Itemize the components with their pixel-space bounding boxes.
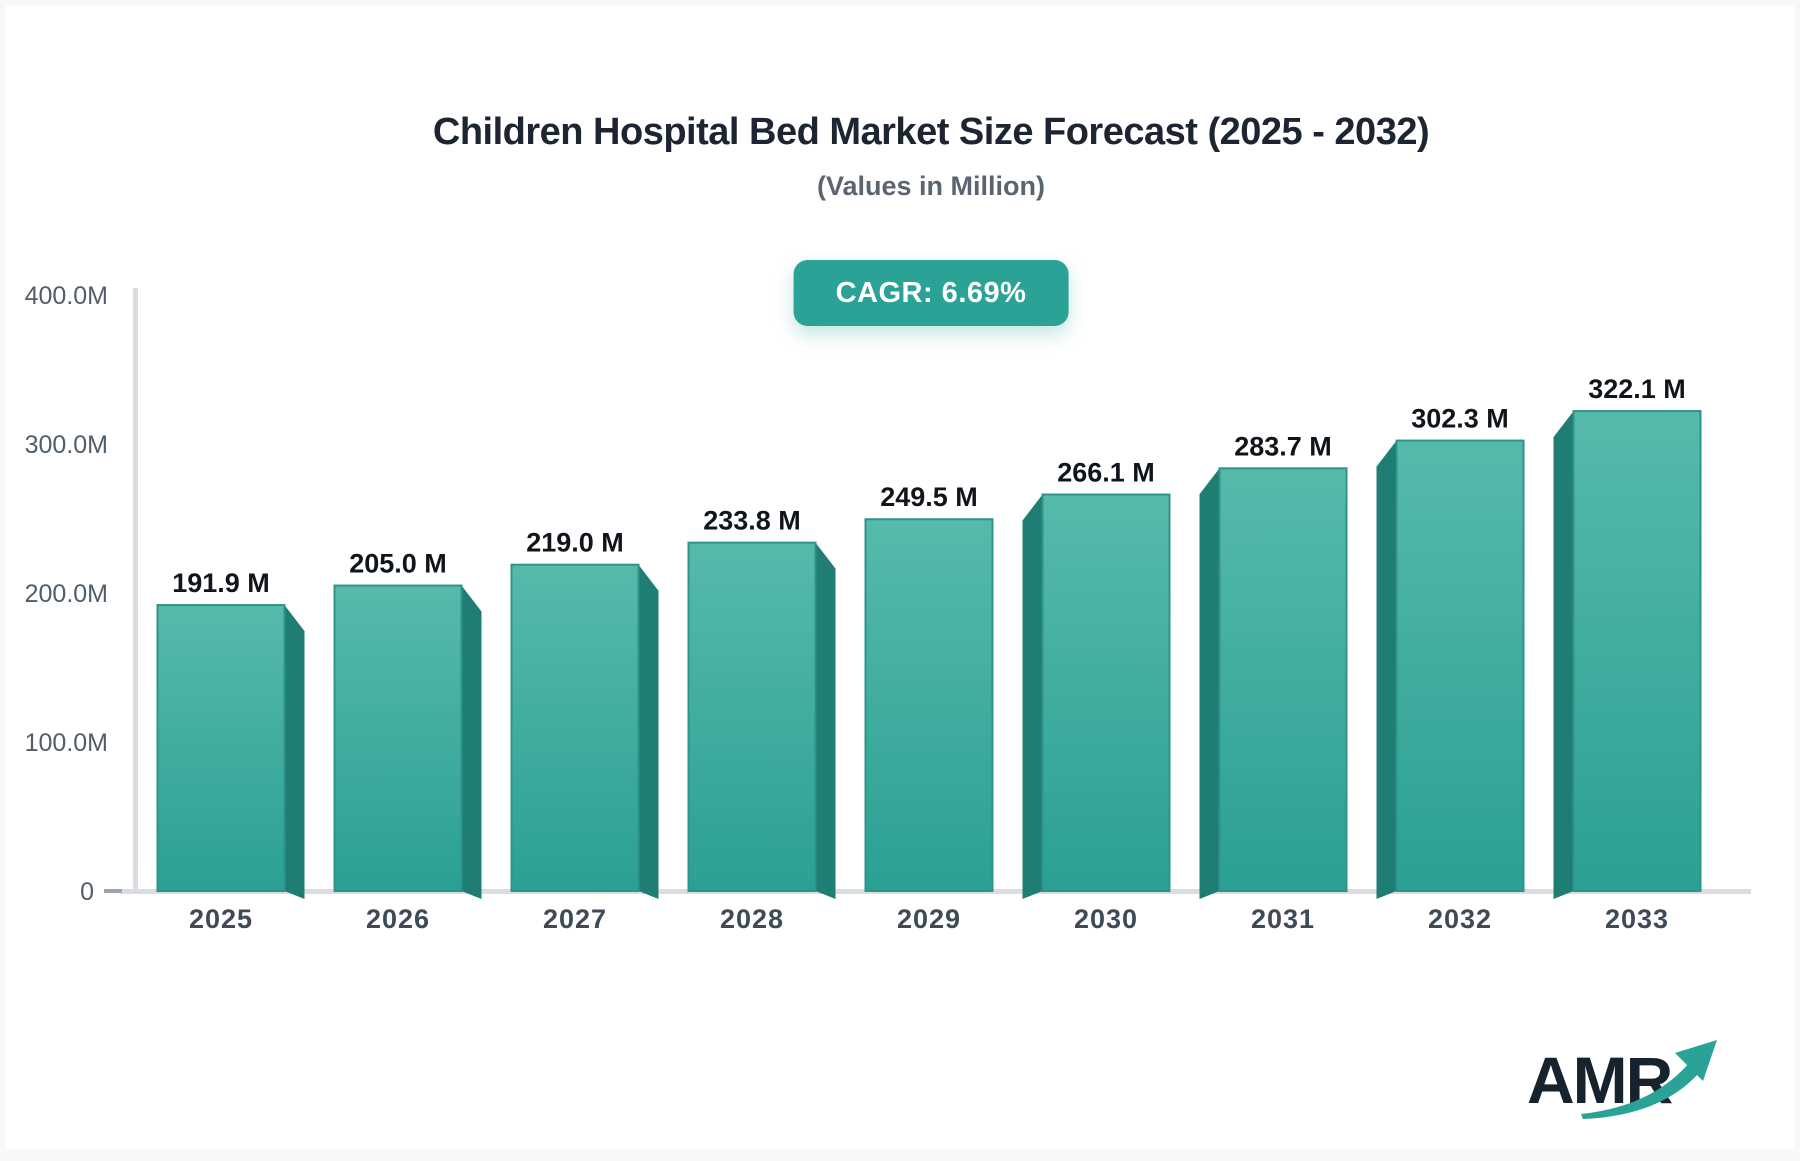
- x-axis-category-label: 2027: [543, 904, 607, 934]
- bar-face: [1574, 411, 1701, 891]
- bar-face: [1397, 441, 1524, 891]
- x-axis-category-label: 2026: [366, 904, 430, 934]
- y-axis-tick-label: 100.0M: [25, 729, 108, 757]
- bar-side: [1200, 468, 1220, 899]
- bar-face: [1043, 495, 1170, 891]
- chart-card: Children Hospital Bed Market Size Foreca…: [6, 5, 1794, 1149]
- bar-value-label: 302.3 M: [1411, 404, 1509, 434]
- bar-value-label: 249.5 M: [880, 482, 978, 512]
- bar-side: [1554, 411, 1574, 899]
- x-axis-category-label: 2032: [1428, 904, 1492, 934]
- bar-side: [816, 543, 836, 899]
- bar-value-label: 233.8 M: [703, 506, 801, 536]
- amr-logo-text: AMR: [1527, 1043, 1673, 1117]
- bar-face: [689, 543, 816, 891]
- x-axis-category-label: 2028: [720, 904, 784, 934]
- amr-logo: AMR: [1521, 1027, 1736, 1122]
- bar-face: [866, 519, 993, 891]
- bar-side: [1377, 441, 1397, 899]
- bar-value-label: 322.1 M: [1588, 374, 1686, 404]
- y-axis-tick-label: 0: [80, 878, 94, 906]
- bar-value-label: 191.9 M: [172, 568, 270, 598]
- bar-value-label: 219.0 M: [526, 528, 624, 558]
- y-axis-tick-label: 400.0M: [25, 282, 108, 310]
- x-axis-category-label: 2025: [189, 904, 253, 934]
- bar-value-label: 266.1 M: [1057, 458, 1155, 488]
- bar-face: [1220, 468, 1347, 891]
- bar-value-label: 283.7 M: [1234, 431, 1332, 461]
- y-axis-line: [133, 288, 138, 891]
- bar-side: [285, 605, 305, 899]
- market-size-bar-chart: 0 100.0M 200.0M 300.0M 400.0M 191.9 M 2025 205.…: [6, 5, 1800, 1161]
- x-axis-category-label: 2030: [1074, 904, 1138, 934]
- zero-tick-mark: [104, 889, 122, 893]
- y-axis-tick-label: 200.0M: [25, 580, 108, 608]
- y-axis-tick-label: 300.0M: [25, 431, 108, 459]
- bar-face: [158, 605, 285, 891]
- bar-face: [512, 565, 639, 891]
- bar-face: [335, 586, 462, 891]
- bar-value-label: 205.0 M: [349, 549, 447, 579]
- bar-side: [1023, 495, 1043, 899]
- x-axis-category-label: 2031: [1251, 904, 1315, 934]
- bar-side: [462, 586, 482, 899]
- x-axis-category-label: 2033: [1605, 904, 1669, 934]
- x-axis-category-label: 2029: [897, 904, 961, 934]
- bar-side: [639, 565, 659, 899]
